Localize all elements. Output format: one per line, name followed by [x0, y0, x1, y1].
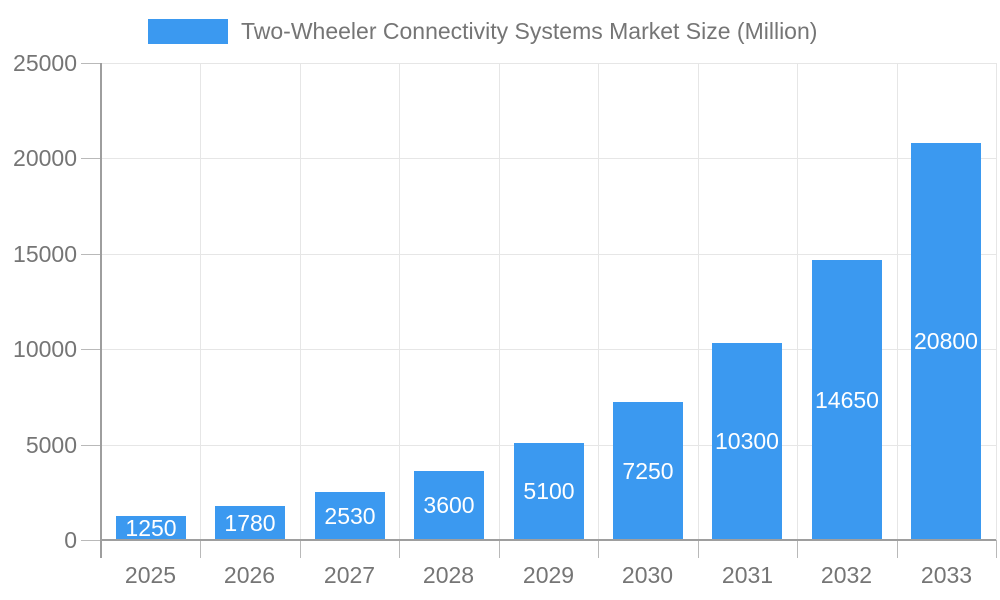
x-tick [897, 540, 898, 558]
bar-value-label: 20800 [914, 328, 978, 354]
x-axis-label: 2028 [422, 562, 475, 588]
bar-value-label: 1250 [125, 514, 177, 541]
bar-value-label: 1780 [224, 509, 276, 536]
y-axis-label: 25000 [13, 50, 77, 76]
x-tick [996, 540, 997, 558]
bar-2026[interactable]: 1780 [215, 506, 285, 539]
bar-value-label: 7250 [622, 457, 674, 484]
y-axis-label: 5000 [25, 432, 77, 458]
bar-2033[interactable]: 20800 [911, 143, 981, 539]
x-tick [698, 540, 699, 558]
x-tick [499, 540, 500, 558]
x-gridline [300, 63, 301, 540]
y-gridline [101, 254, 996, 255]
x-gridline [996, 63, 997, 540]
y-tick [81, 445, 101, 446]
x-axis-label: 2025 [124, 562, 177, 588]
x-axis-label: 2026 [223, 562, 276, 588]
y-gridline [101, 349, 996, 350]
legend-label: Two-Wheeler Connectivity Systems Market … [241, 18, 818, 44]
legend-item[interactable]: Two-Wheeler Connectivity Systems Market … [148, 19, 817, 44]
bar-2032[interactable]: 14650 [812, 260, 882, 539]
y-axis-label: 15000 [13, 241, 77, 267]
bar-value-label: 5100 [523, 478, 575, 504]
y-axis-label: 0 [64, 527, 77, 553]
bar-2027[interactable]: 2530 [315, 492, 385, 539]
y-axis-label: 20000 [13, 145, 77, 171]
x-tick [598, 540, 599, 558]
x-gridline [698, 63, 699, 540]
y-tick [81, 63, 101, 64]
bar-2025[interactable]: 1250 [116, 514, 186, 541]
y-gridline [101, 63, 996, 64]
x-tick [399, 540, 400, 558]
bar-2030[interactable]: 7250 [613, 402, 683, 539]
y-axis-line [100, 63, 102, 558]
bar-2031[interactable]: 10300 [712, 343, 782, 539]
x-gridline [897, 63, 898, 540]
x-axis-line [101, 539, 996, 541]
y-axis-label: 10000 [13, 336, 77, 362]
y-tick [81, 540, 101, 541]
bar-2029[interactable]: 5100 [514, 443, 584, 539]
x-axis-label: 2030 [621, 562, 674, 588]
x-gridline [598, 63, 599, 540]
bar-value-label: 14650 [815, 386, 879, 413]
x-axis-label: 2027 [323, 562, 376, 588]
y-tick [81, 349, 101, 350]
x-tick [797, 540, 798, 558]
x-gridline [797, 63, 798, 540]
x-gridline [200, 63, 201, 540]
x-tick [200, 540, 201, 558]
x-axis-label: 2033 [920, 562, 973, 588]
legend-swatch [148, 19, 228, 44]
y-tick [81, 158, 101, 159]
bar-value-label: 3600 [423, 492, 475, 518]
y-gridline [101, 158, 996, 159]
x-tick [300, 540, 301, 558]
x-axis-label: 2032 [820, 562, 873, 588]
x-axis-label: 2029 [522, 562, 575, 588]
y-tick [81, 254, 101, 255]
bar-value-label: 2530 [324, 502, 376, 529]
x-gridline [499, 63, 500, 540]
bar-value-label: 10300 [715, 428, 779, 454]
x-axis-label: 2031 [721, 562, 774, 588]
bar-2028[interactable]: 3600 [414, 471, 484, 539]
x-gridline [399, 63, 400, 540]
